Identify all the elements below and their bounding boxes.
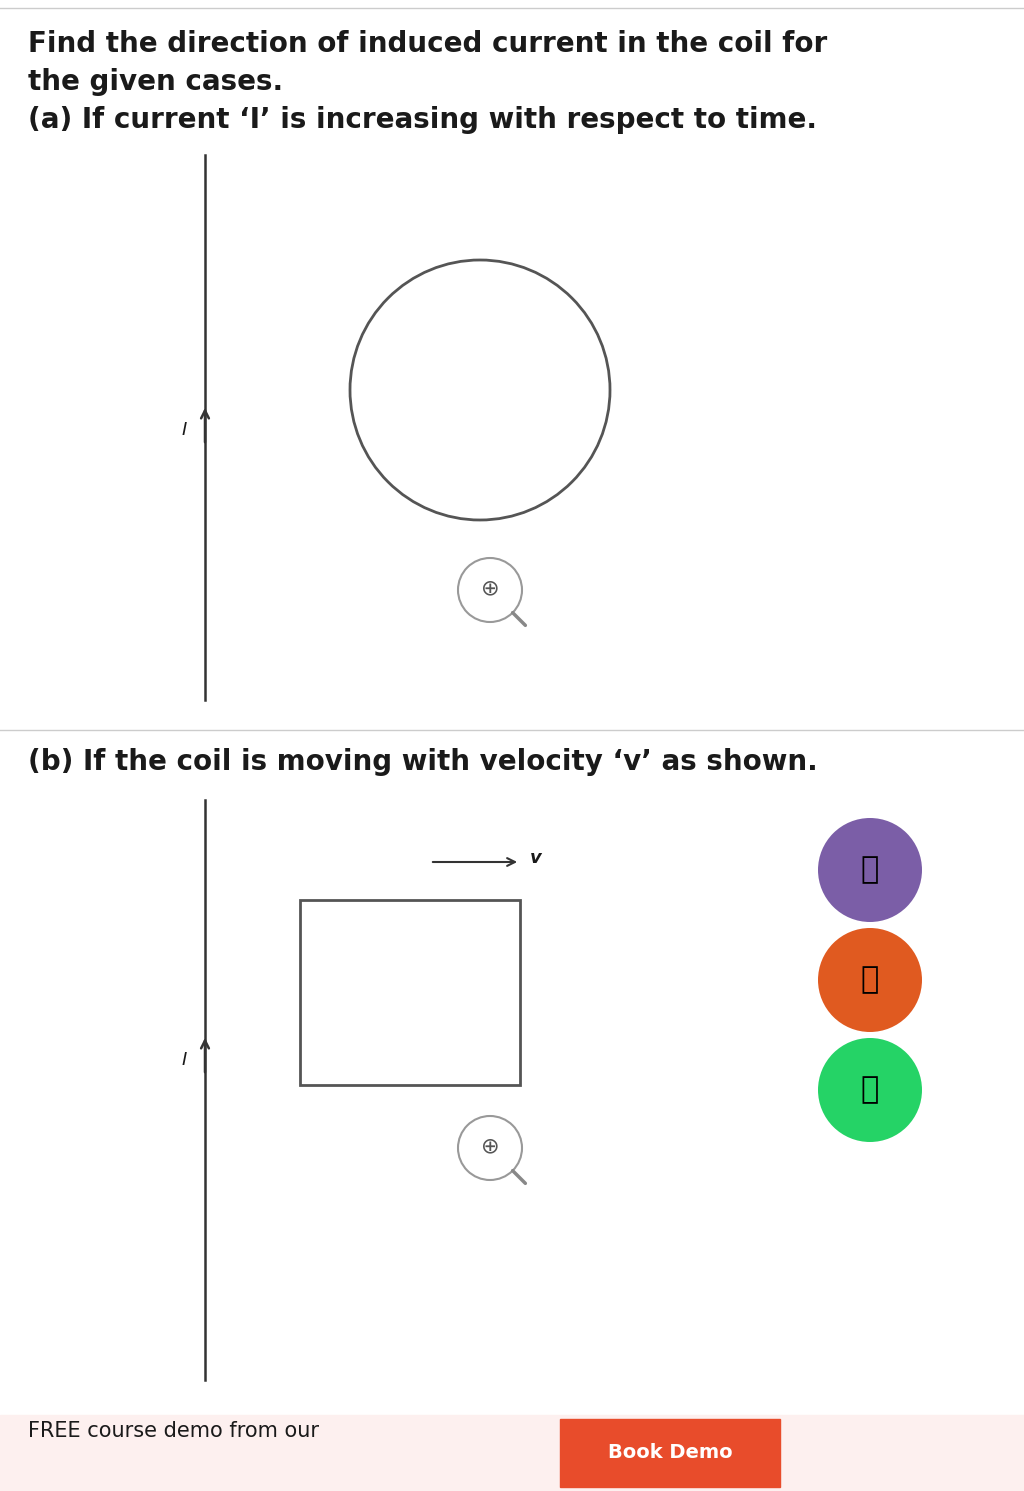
Text: ⊕: ⊕ xyxy=(480,1136,500,1156)
Text: 💬: 💬 xyxy=(861,1075,880,1105)
Text: I: I xyxy=(181,1051,187,1069)
Text: the given cases.: the given cases. xyxy=(28,69,283,95)
Text: 📞: 📞 xyxy=(861,966,880,994)
Bar xyxy=(560,1419,780,1487)
Bar xyxy=(300,901,520,1085)
Text: (a) If current ‘I’ is increasing with respect to time.: (a) If current ‘I’ is increasing with re… xyxy=(28,106,817,134)
Circle shape xyxy=(818,819,922,921)
Text: ⊕: ⊕ xyxy=(480,579,500,598)
Text: Find the direction of induced current in the coil for: Find the direction of induced current in… xyxy=(28,30,827,58)
Circle shape xyxy=(818,927,922,1032)
Text: (b) If the coil is moving with velocity ‘v’ as shown.: (b) If the coil is moving with velocity … xyxy=(28,748,818,775)
Text: FREE course demo from our: FREE course demo from our xyxy=(28,1421,319,1440)
Circle shape xyxy=(458,1115,522,1179)
Text: I: I xyxy=(181,420,187,438)
Text: 🏫: 🏫 xyxy=(861,856,880,884)
Circle shape xyxy=(458,558,522,622)
Bar xyxy=(0,1415,1024,1491)
Text: v: v xyxy=(530,848,542,866)
Text: Book Demo: Book Demo xyxy=(607,1443,732,1463)
Circle shape xyxy=(818,1038,922,1142)
